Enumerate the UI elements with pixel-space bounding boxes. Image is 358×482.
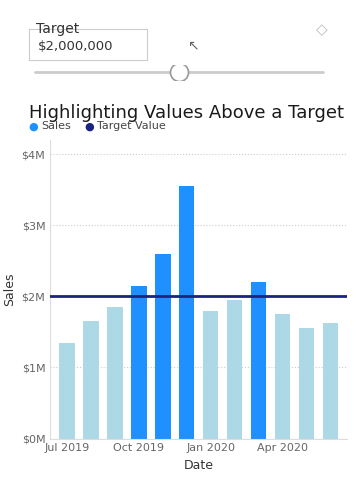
Bar: [59, 343, 75, 439]
Bar: [155, 254, 170, 439]
Bar: [227, 300, 242, 439]
Text: Target Value: Target Value: [97, 121, 165, 131]
Text: ↖: ↖: [188, 39, 199, 53]
Text: ●: ●: [84, 121, 94, 131]
Text: Target: Target: [36, 22, 79, 36]
Bar: [275, 314, 290, 439]
Y-axis label: Sales: Sales: [3, 272, 16, 306]
Bar: [323, 323, 338, 439]
Bar: [179, 186, 194, 439]
Text: $2,000,000: $2,000,000: [38, 40, 113, 53]
Bar: [203, 310, 218, 439]
X-axis label: Date: Date: [184, 459, 214, 472]
Text: Highlighting Values Above a Target: Highlighting Values Above a Target: [29, 104, 344, 121]
Text: Sales: Sales: [41, 121, 71, 131]
Bar: [83, 321, 99, 439]
Bar: [299, 328, 314, 439]
Text: ◇: ◇: [316, 22, 328, 37]
Bar: [251, 282, 266, 439]
Text: ●: ●: [29, 121, 38, 131]
Bar: [131, 286, 146, 439]
Bar: [107, 307, 122, 439]
